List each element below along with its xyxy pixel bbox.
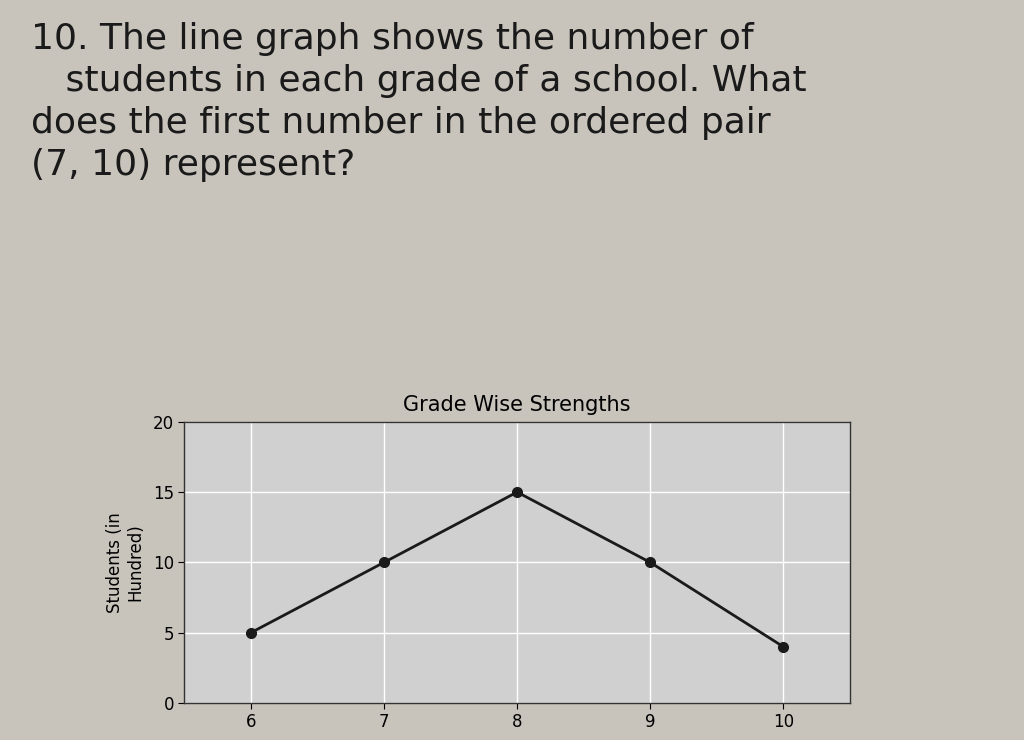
Title: Grade Wise Strengths: Grade Wise Strengths <box>403 394 631 414</box>
Text: 10. The line graph shows the number of
   students in each grade of a school. Wh: 10. The line graph shows the number of s… <box>31 22 806 183</box>
Y-axis label: Students (in
Hundred): Students (in Hundred) <box>105 512 144 613</box>
